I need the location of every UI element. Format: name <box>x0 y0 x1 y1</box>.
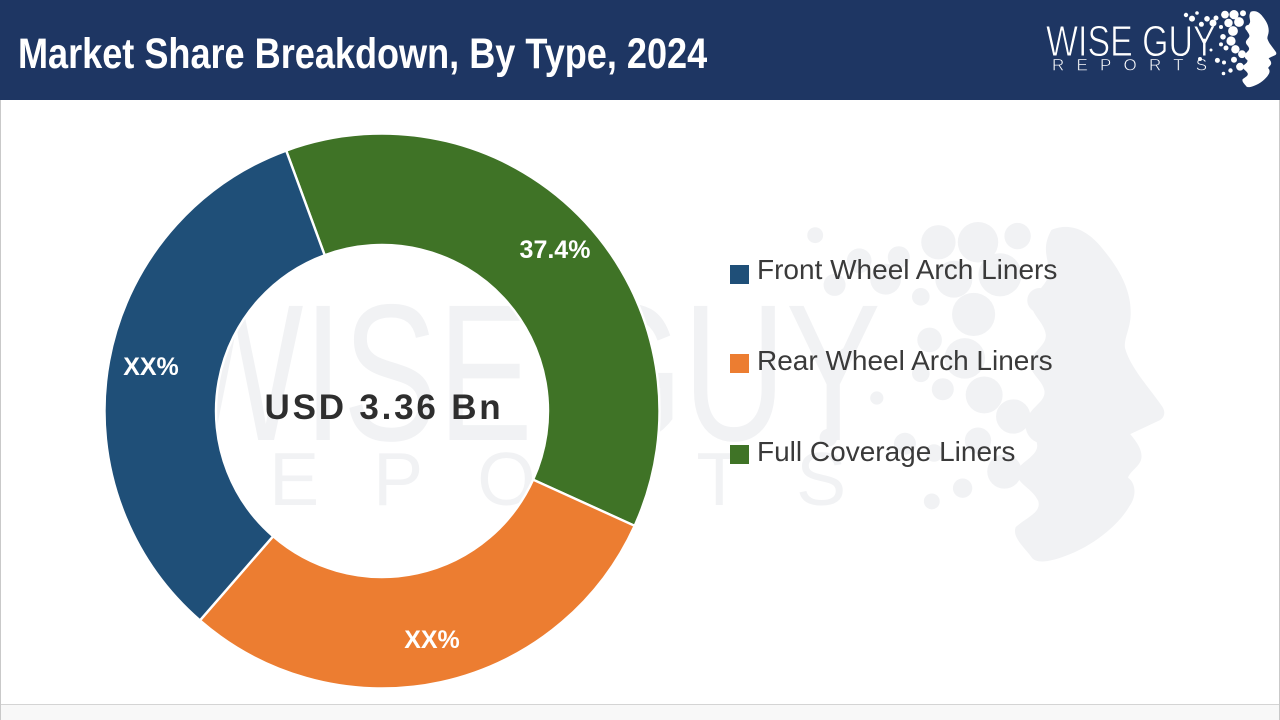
svg-text:USD 3.36 Bn: USD 3.36 Bn <box>265 388 504 427</box>
svg-text:WISE GUY: WISE GUY <box>1046 18 1216 66</box>
svg-text:37.4%: 37.4% <box>520 236 591 264</box>
svg-text:REPORTS: REPORTS <box>1052 56 1219 75</box>
svg-text:XX%: XX% <box>404 626 460 654</box>
svg-text:XX%: XX% <box>123 353 179 381</box>
